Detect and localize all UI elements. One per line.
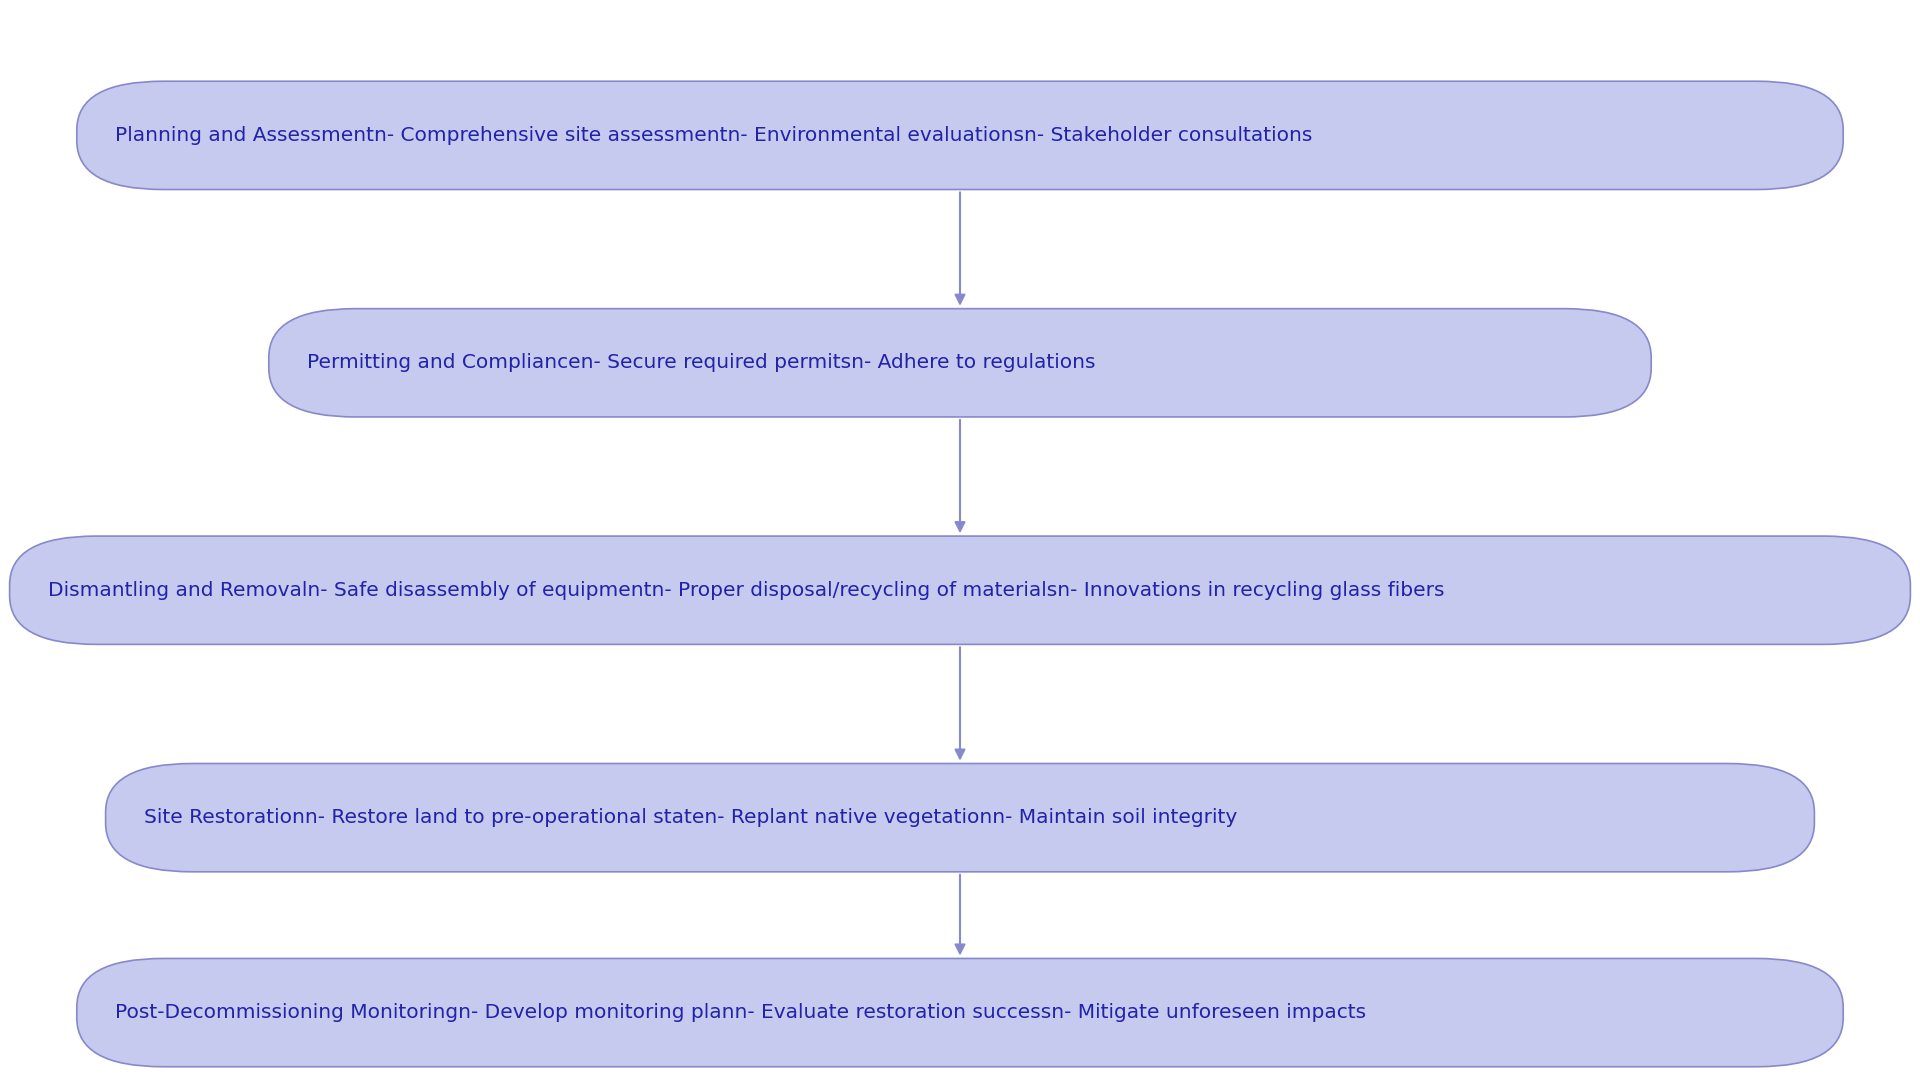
FancyBboxPatch shape bbox=[77, 958, 1843, 1067]
Text: Dismantling and Removaln- Safe disassembly of equipmentn- Proper disposal/recycl: Dismantling and Removaln- Safe disassemb… bbox=[48, 580, 1444, 600]
Text: Permitting and Compliancen- Secure required permitsn- Adhere to regulations: Permitting and Compliancen- Secure requi… bbox=[307, 353, 1096, 373]
Text: Site Restorationn- Restore land to pre-operational staten- Replant native vegeta: Site Restorationn- Restore land to pre-o… bbox=[144, 808, 1236, 827]
Text: Planning and Assessmentn- Comprehensive site assessmentn- Environmental evaluati: Planning and Assessmentn- Comprehensive … bbox=[115, 126, 1313, 145]
FancyBboxPatch shape bbox=[77, 81, 1843, 190]
FancyBboxPatch shape bbox=[106, 764, 1814, 872]
FancyBboxPatch shape bbox=[10, 536, 1910, 644]
Text: Post-Decommissioning Monitoringn- Develop monitoring plann- Evaluate restoration: Post-Decommissioning Monitoringn- Develo… bbox=[115, 1003, 1367, 1022]
FancyBboxPatch shape bbox=[269, 309, 1651, 417]
